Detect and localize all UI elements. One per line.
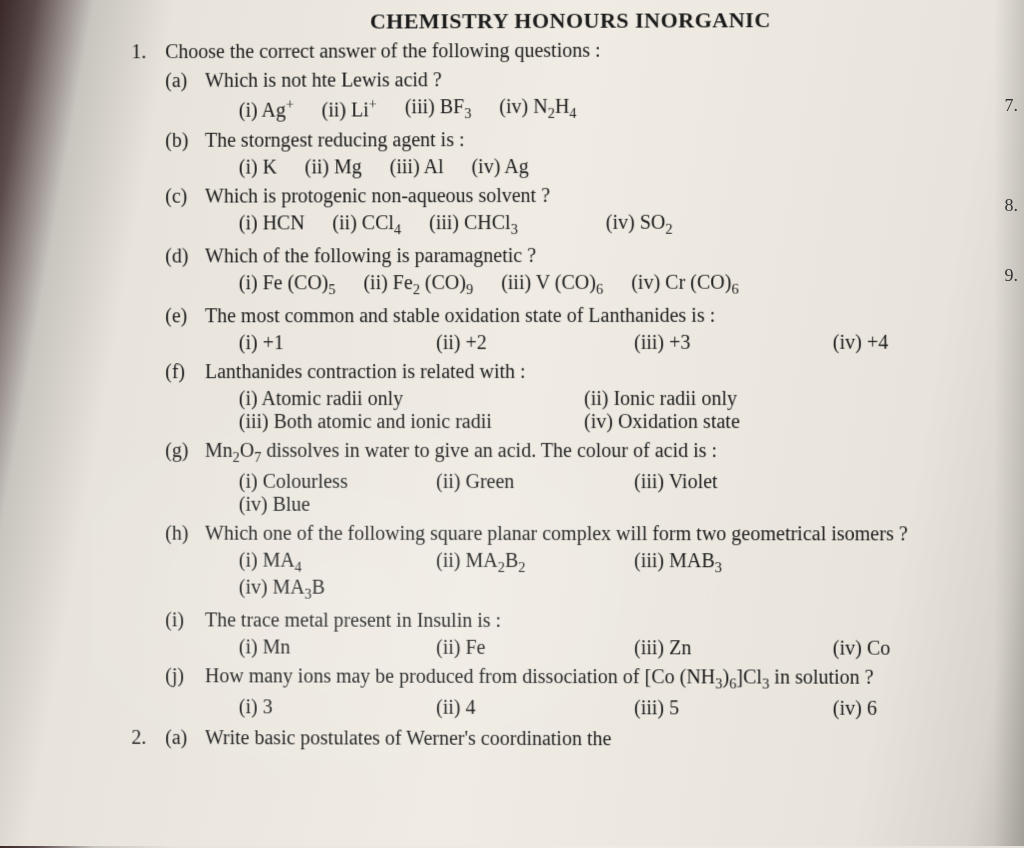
q1c-text: Which is protogenic non-aqueous solvent … [205,184,931,208]
q1e-opt-ii: (ii) +2 [436,332,606,355]
q1d-opt-ii: (ii) Fe2 (CO)9 [363,272,473,299]
q1b-options: (i) K (ii) Mg (iii) Al (iv) Ag [239,155,932,180]
q1c-opt-i: (i) HCN [239,212,305,239]
q2-number: 2. [131,727,165,750]
q1g-options: (i) Colourless (ii) Green (iii) Violet (… [239,471,932,517]
q1g: (g) Mn2O7 dissolves in water to give an … [165,440,931,467]
q1a-options: (i) Ag+ (ii) Li+ (iii) BF3 (iv) N2H4 [239,95,932,124]
q1c-opt-ii: (ii) CCl4 [332,212,401,239]
q1j-opt-iii: (iii) 5 [634,697,805,720]
q1b-opt-iv: (iv) Ag [471,156,528,179]
q1j-opt-iv: (iv) 6 [833,698,877,721]
q1h: (h) Which one of the following square pl… [165,523,931,547]
q1a-opt-iii: (iii) BF3 [405,96,472,123]
q1-number: 1. [131,41,165,64]
q1c: (c) Which is protogenic non-aqueous solv… [165,184,931,209]
q1c-opt-iv: (iv) SO2 [606,212,673,239]
q1f-opt-iii: (iii) Both atomic and ionic radii [239,411,584,434]
q1d-label: (d) [165,246,205,269]
q1h-opt-i: (i) MA4 [239,550,408,577]
side-num-7: 7. [1005,95,1019,116]
q1i-options: (i) Mn (ii) Fe (iii) Zn (iv) Co [239,636,932,660]
q1d-text: Which of the following is paramagnetic ? [205,244,931,268]
q1e-opt-iv: (iv) +4 [833,332,888,355]
q2a-text: Write basic postulates of Werner's coord… [205,727,611,751]
q1e-label: (e) [165,305,205,328]
q2a-label: (a) [165,727,205,750]
q1b: (b) The storngest reducing agent is : [165,128,931,153]
q1a-text: Which is not hte Lewis acid ? [205,68,931,93]
q1i-text: The trace metal present in Insulin is : [205,609,931,633]
q1a: (a) Which is not hte Lewis acid ? [165,68,931,93]
q1g-opt-i: (i) Colourless [239,471,408,494]
q1h-text: Which one of the following square planar… [205,523,931,547]
q1g-opt-ii: (ii) Green [436,471,606,494]
q1e-opt-iii: (iii) +3 [634,332,805,355]
q1h-label: (h) [165,523,205,546]
q1e-text: The most common and stable oxidation sta… [205,305,931,329]
q1c-opt-iii: (iii) CHCl3 [429,212,518,239]
q1b-opt-i: (i) K [239,157,277,180]
q1f-label: (f) [165,361,205,384]
q1j-options: (i) 3 (ii) 4 (iii) 5 (iv) 6 [239,696,932,721]
page-title: CHEMISTRY HONOURS INORGANIC [211,7,931,36]
q1h-opt-iv: (iv) MA3B [239,577,325,604]
q1a-opt-ii: (ii) Li+ [322,96,377,123]
q1j-opt-i: (i) 3 [239,696,408,719]
q1h-options: (i) MA4 (ii) MA2B2 (iii) MAB3 (iv) MA3B [239,550,932,605]
question-1: 1. Choose the correct answer of the foll… [131,39,931,65]
q1e-options: (i) +1 (ii) +2 (iii) +3 (iv) +4 [239,332,932,355]
q1i-opt-iii: (iii) Zn [634,637,805,660]
exam-page: CHEMISTRY HONOURS INORGANIC 1. Choose th… [92,0,972,848]
q1a-opt-iv: (iv) N2H4 [499,96,576,123]
q1d-options: (i) Fe (CO)5 (ii) Fe2 (CO)9 (iii) V (CO)… [239,271,932,299]
q1f-options: (i) Atomic radii only (ii) Ionic radii o… [239,388,932,434]
q1c-options: (i) HCN (ii) CCl4 (iii) CHCl3 (iv) SO2 [239,211,932,239]
q1b-text: The storngest reducing agent is : [205,128,931,153]
q1f-opt-iv: (iv) Oxidation state [584,411,931,434]
q1f-opt-ii: (ii) Ionic radii only [584,388,931,411]
q1d-opt-iii: (iii) V (CO)6 [501,272,603,299]
q1f: (f) Lanthanides contraction is related w… [165,361,931,384]
q1b-opt-iii: (iii) Al [390,156,444,179]
q1-text: Choose the correct answer of the followi… [165,40,600,64]
q1b-opt-ii: (ii) Mg [305,156,362,179]
q1e: (e) The most common and stable oxidation… [165,305,931,329]
q1a-opt-i: (i) Ag+ [239,97,294,124]
q1i-opt-ii: (ii) Fe [436,637,606,660]
side-num-8: 8. [1005,195,1019,216]
q1d: (d) Which of the following is paramagnet… [165,244,931,268]
q1a-label: (a) [165,70,205,93]
q1j-opt-ii: (ii) 4 [436,697,606,720]
q1i-label: (i) [165,609,205,632]
q1h-opt-ii: (ii) MA2B2 [436,550,606,577]
q1b-label: (b) [165,130,205,153]
q1d-opt-iv: (iv) Cr (CO)6 [631,272,738,299]
q1c-label: (c) [165,186,205,209]
q1d-opt-i: (i) Fe (CO)5 [239,272,336,299]
q1j-text: How many ions may be produced from disso… [205,665,931,694]
q1h-opt-iii: (iii) MAB3 [634,550,805,577]
q1e-opt-i: (i) +1 [239,332,408,355]
q1g-opt-iii: (iii) Violet [634,471,805,494]
page-shadow [994,0,1024,846]
q1g-opt-iv: (iv) Blue [239,494,310,517]
question-2: 2. (a) Write basic postulates of Werner'… [131,727,931,752]
side-num-9: 9. [1005,265,1019,286]
q1j-label: (j) [165,665,205,688]
q1f-text: Lanthanides contraction is related with … [205,361,931,384]
q1i-opt-i: (i) Mn [239,636,408,659]
q1f-opt-i: (i) Atomic radii only [239,388,584,411]
q1g-label: (g) [165,440,205,463]
q1i: (i) The trace metal present in Insulin i… [165,609,931,633]
q1j: (j) How many ions may be produced from d… [165,665,931,694]
q1g-text: Mn2O7 dissolves in water to give an acid… [205,440,931,467]
q1i-opt-iv: (iv) Co [833,638,891,661]
